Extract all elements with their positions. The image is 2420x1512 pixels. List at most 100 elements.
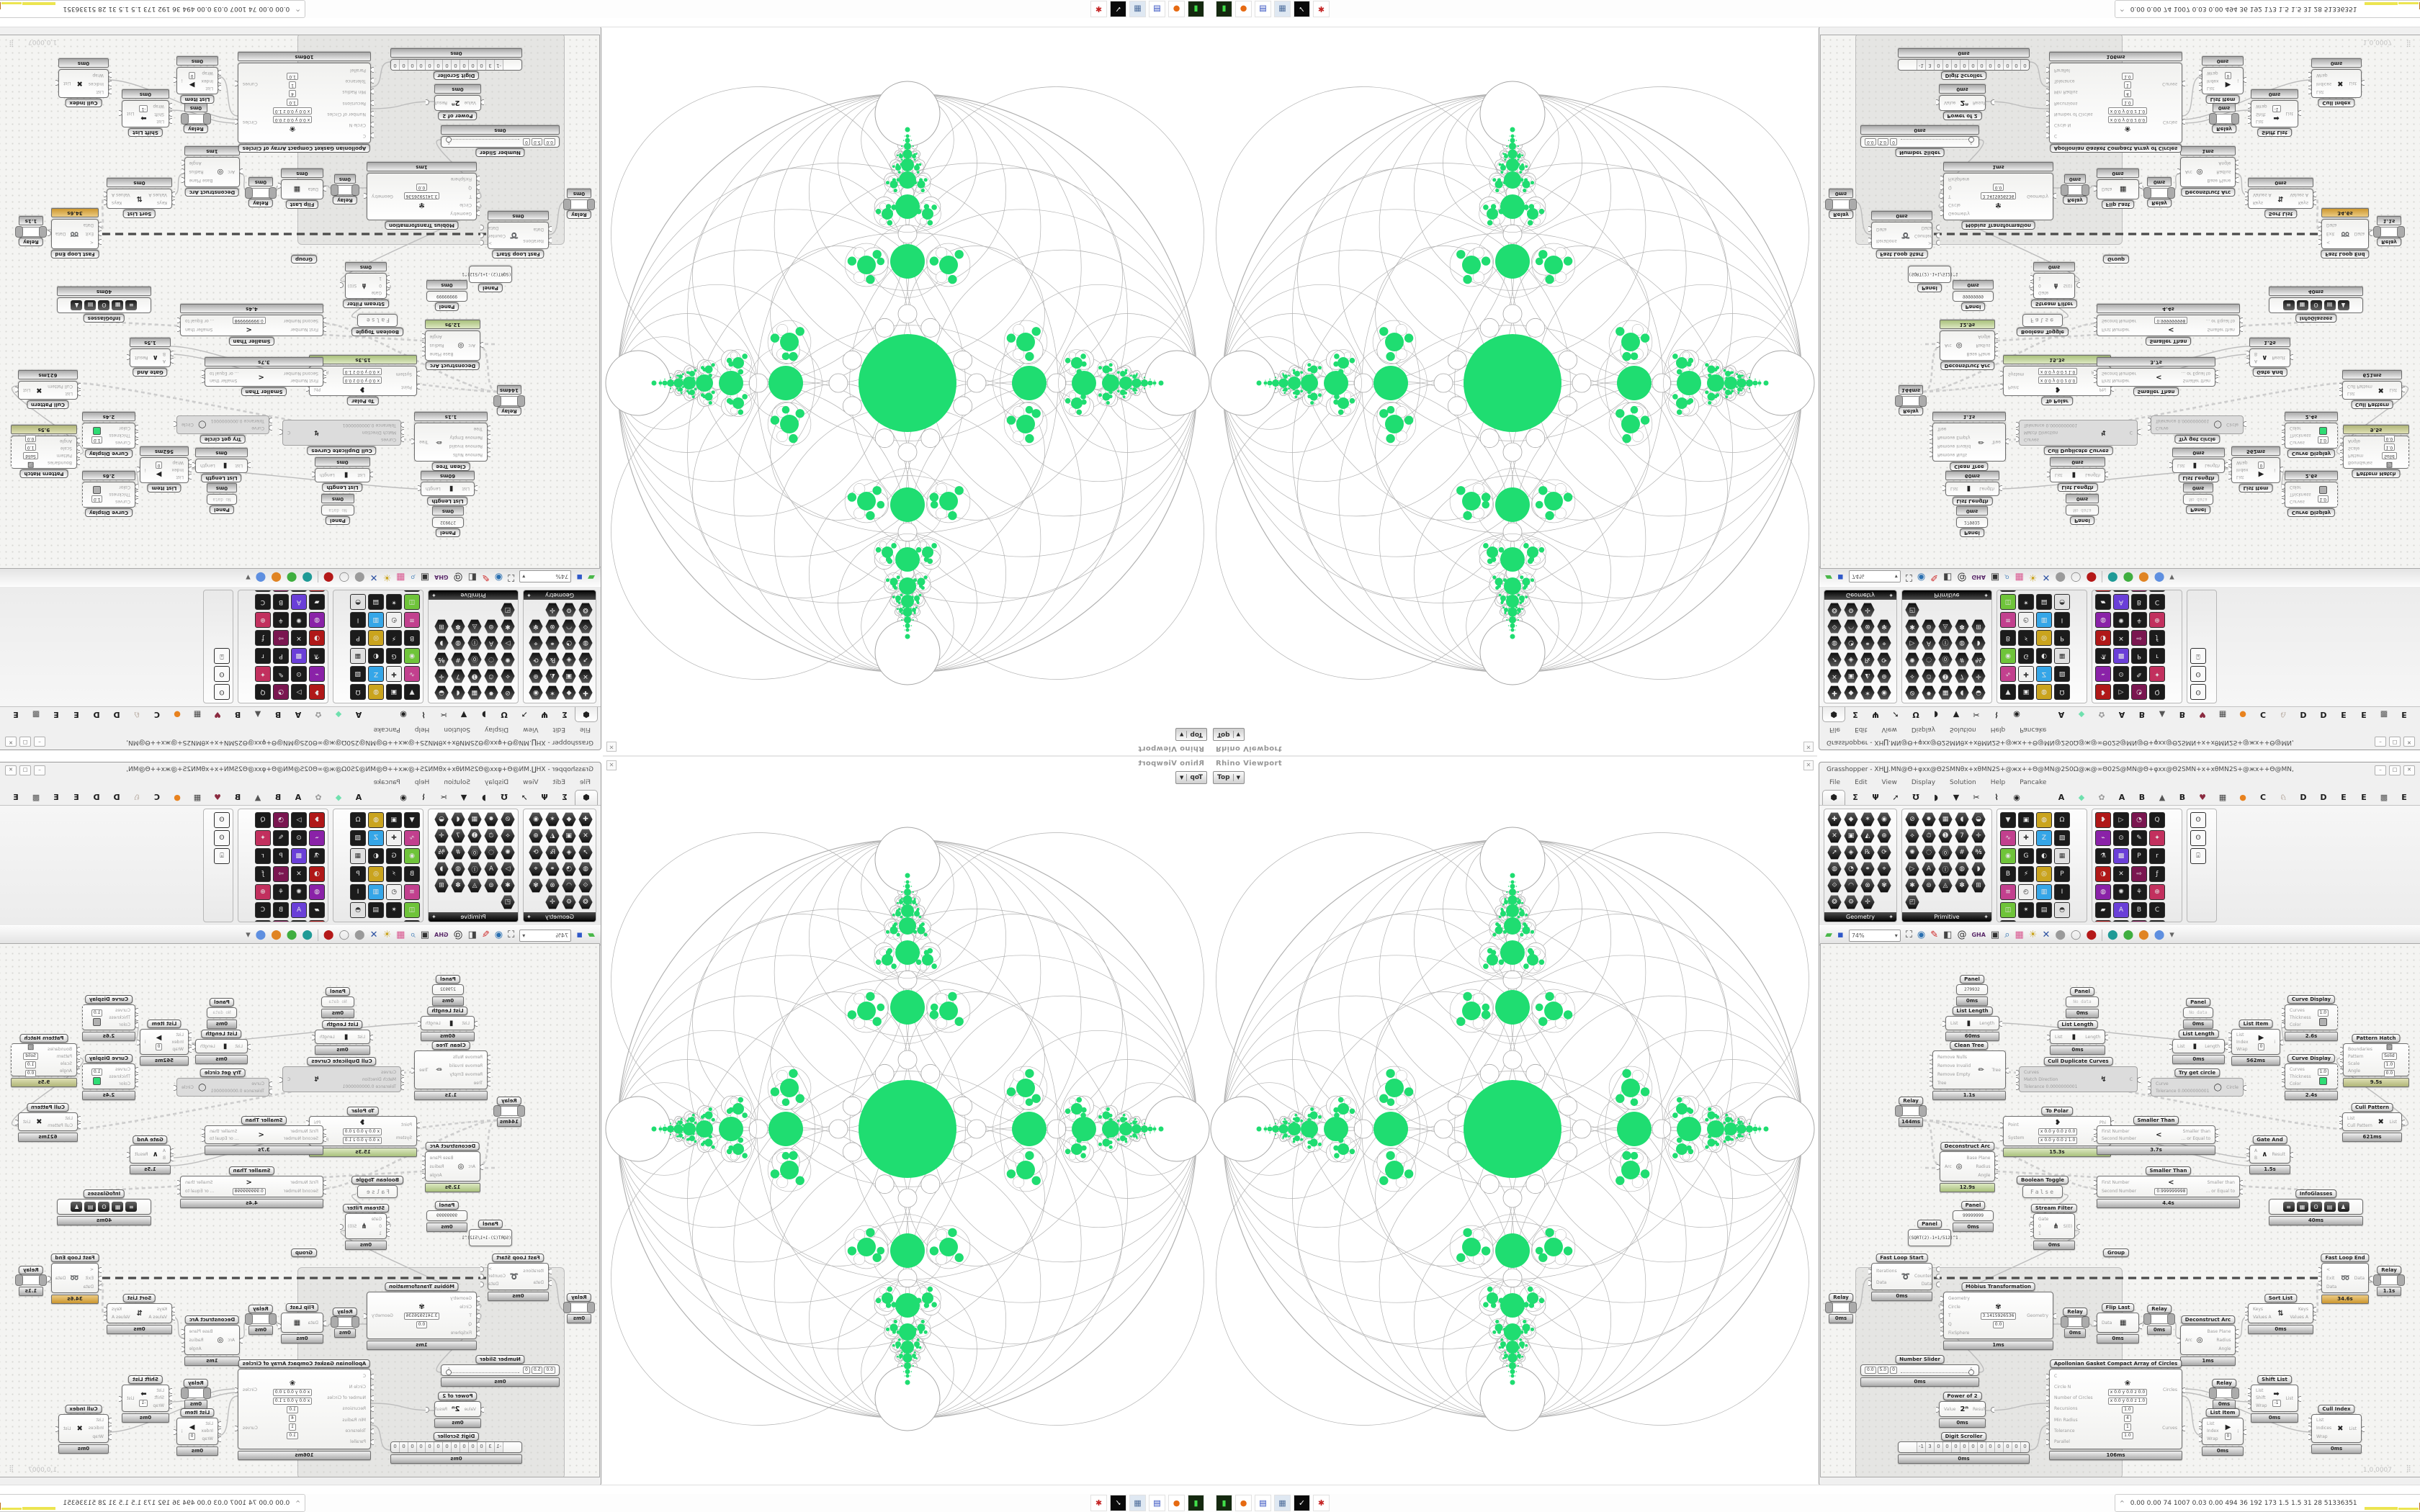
- input-port[interactable]: Wrap: [171, 1046, 186, 1053]
- input-port[interactable]: Circle: [450, 1304, 474, 1310]
- output-port[interactable]: Circle: [179, 422, 194, 428]
- value-field[interactable]: 1.0: [24, 1061, 37, 1068]
- gh-node-stream-filter[interactable]: Stream Filter Gate 0 1 ⋔ S(0) 0ms: [2030, 262, 2078, 308]
- gh-node-sort-list[interactable]: Sort List Keys Values A ⇅ Keys Values A 0ms: [107, 178, 172, 218]
- palette-icon[interactable]: ▷: [501, 862, 515, 876]
- palette-icon[interactable]: ◐: [2036, 848, 2052, 864]
- paint-icon[interactable]: ✓: [1110, 1, 1126, 17]
- zoom-select[interactable]: 74% ▾: [519, 570, 572, 583]
- palette-icon[interactable]: ◒: [273, 920, 289, 922]
- input-port[interactable]: Min Radius: [327, 1417, 368, 1423]
- tab-plugin-0[interactable]: A: [355, 710, 362, 719]
- gha-icon[interactable]: GHA: [434, 574, 449, 580]
- palette-icon[interactable]: ◑: [309, 866, 325, 882]
- palette-icon[interactable]: ◬: [467, 619, 482, 634]
- palette-icon[interactable]: ▧: [2054, 830, 2070, 846]
- output-port[interactable]: >: [1914, 240, 1934, 246]
- output-port[interactable]: S(0): [346, 283, 357, 289]
- output-port[interactable]: Values A: [2290, 192, 2311, 198]
- output-port[interactable]: Values A: [109, 192, 130, 198]
- palette-icon[interactable]: ʘ: [214, 666, 230, 682]
- input-port[interactable]: Wrap: [201, 1436, 215, 1442]
- tab-plugin-2[interactable]: ✿: [2098, 710, 2105, 719]
- input-port[interactable]: Exit: [84, 1275, 96, 1282]
- slider-track[interactable]: 5: [1900, 1367, 1974, 1375]
- value-field[interactable]: 0: [155, 1043, 163, 1050]
- gh-node-clean-tree[interactable]: Clean Tree Remove Nulls Remove Invalid Remo…: [1929, 1041, 2009, 1100]
- palette-icon[interactable]: ◍: [1827, 636, 1842, 650]
- palette-icon[interactable]: ✸: [1922, 812, 1936, 827]
- tab-plugin-6[interactable]: B: [2179, 710, 2186, 719]
- tab-transform[interactable]: ⌇: [1994, 793, 1999, 802]
- input-port[interactable]: Color: [109, 485, 133, 491]
- input-port[interactable]: Second Number: [284, 1135, 321, 1142]
- palette-icon[interactable]: ◴: [386, 612, 402, 628]
- maximize-button[interactable]: □: [2389, 737, 2401, 747]
- gh-node-sort-list[interactable]: Sort List Keys Values A ⇅ Keys Values A 0ms: [2248, 178, 2313, 218]
- gh-node-cull-duplicate-curves[interactable]: Cull Duplicate Curves Curves Match Directi…: [2015, 1057, 2141, 1092]
- output-port[interactable]: ... or Equal to: [2182, 371, 2213, 377]
- palette-icon[interactable]: ◗: [1971, 636, 1986, 650]
- input-port[interactable]: List: [171, 1032, 186, 1038]
- input-port[interactable]: List: [236, 1043, 246, 1050]
- palette-icon[interactable]: ⚗: [309, 648, 325, 664]
- output-port[interactable]: List: [2390, 387, 2400, 394]
- output-port[interactable]: Phi: [2092, 387, 2108, 393]
- tab-plugin-3[interactable]: A: [2118, 793, 2125, 802]
- value-field[interactable]: 3.1415926536: [1980, 1312, 2017, 1320]
- value-field[interactable]: 1.0: [2383, 1061, 2396, 1068]
- input-port[interactable]: Data: [84, 222, 96, 229]
- resize-grip-icon[interactable]: ⣿: [8, 40, 14, 47]
- palette-icon[interactable]: ⊘: [1905, 685, 1919, 700]
- palette-icon[interactable]: Ω: [2054, 812, 2070, 828]
- palette-icon[interactable]: Q: [255, 684, 271, 700]
- output-port[interactable]: S(0): [2063, 1223, 2081, 1230]
- palette-icon[interactable]: ◌: [1922, 652, 1936, 667]
- maximize-button[interactable]: □: [2389, 765, 2401, 775]
- digit-cell[interactable]: 0: [443, 1442, 452, 1452]
- gh-node-deconstruct-arc[interactable]: Deconstruct Arc Arc ◎ Base Plane Radius Angle…: [425, 320, 480, 370]
- palette-icon[interactable]: ▩: [291, 848, 307, 864]
- input-port[interactable]: Thickness: [109, 492, 133, 498]
- palette-icon[interactable]: ✶: [1860, 812, 1875, 827]
- output-port[interactable]: List: [2390, 1119, 2405, 1125]
- palette-expand-icon[interactable]: ✦: [526, 592, 532, 598]
- slider-track[interactable]: 5: [446, 1367, 520, 1375]
- output-port[interactable]: Result: [133, 355, 148, 361]
- gh-node-smaller-than[interactable]: Smaller Than First Number Second Number < Sm…: [205, 1116, 323, 1155]
- gh-node-pattern-hatch[interactable]: Pattern Hatch Boundaries Pattern Scale Angle…: [2343, 425, 2409, 478]
- input-port[interactable]: Geometry: [1946, 211, 1970, 217]
- output-port[interactable]: Data: [53, 231, 66, 238]
- gh-node-relay[interactable]: Relay 0ms: [1825, 1293, 1857, 1323]
- input-port[interactable]: Color: [109, 1081, 133, 1087]
- input-port[interactable]: Thickness: [2287, 492, 2311, 498]
- value-field[interactable]: x 0.0 y 0.0 z 1.0: [272, 107, 313, 115]
- palette-icon[interactable]: ⟡: [1905, 829, 1919, 843]
- input-port[interactable]: Wrap: [2248, 1403, 2267, 1410]
- tab-plugin-9[interactable]: ●: [174, 710, 181, 719]
- gh-node-digit-scroller[interactable]: Digit Scroller -1 3 0 0 0 0 0 0 0 0 0 0 0 0ms: [390, 48, 522, 80]
- palette-icon[interactable]: ⌁: [309, 830, 325, 846]
- gh-node-relay[interactable]: Relay 144ms: [497, 385, 521, 415]
- digit-cell[interactable]: 0: [1977, 60, 1986, 70]
- digit-cell[interactable]: 3: [486, 1442, 495, 1452]
- tab-plugin-14[interactable]: E: [73, 710, 79, 719]
- digit-cell[interactable]: 0: [1968, 1442, 1977, 1452]
- input-port[interactable]: Index: [171, 1039, 186, 1045]
- input-port[interactable]: Tolerance 0.0000000001: [211, 1088, 266, 1094]
- input-port[interactable]: Index: [2199, 1428, 2219, 1435]
- input-port[interactable]: Second Number: [2099, 318, 2136, 325]
- zoom-extents-icon[interactable]: ⛶: [508, 930, 515, 940]
- input-port[interactable]: Angle: [48, 1068, 74, 1074]
- input-port[interactable]: Circle N: [2046, 1384, 2093, 1391]
- palette-icon[interactable]: ◔: [1844, 862, 1858, 876]
- palette-icon[interactable]: ◒: [273, 590, 289, 592]
- gha-icon[interactable]: GHA: [1971, 574, 1986, 580]
- color-swatch[interactable]: [93, 486, 102, 495]
- gh-node-list-length[interactable]: List Length List ▮ Length 0ms: [195, 1030, 248, 1064]
- palette-icon[interactable]: ◒: [434, 812, 449, 827]
- palette-icon[interactable]: Α: [484, 636, 498, 650]
- gha-icon[interactable]: GHA: [1971, 932, 1986, 938]
